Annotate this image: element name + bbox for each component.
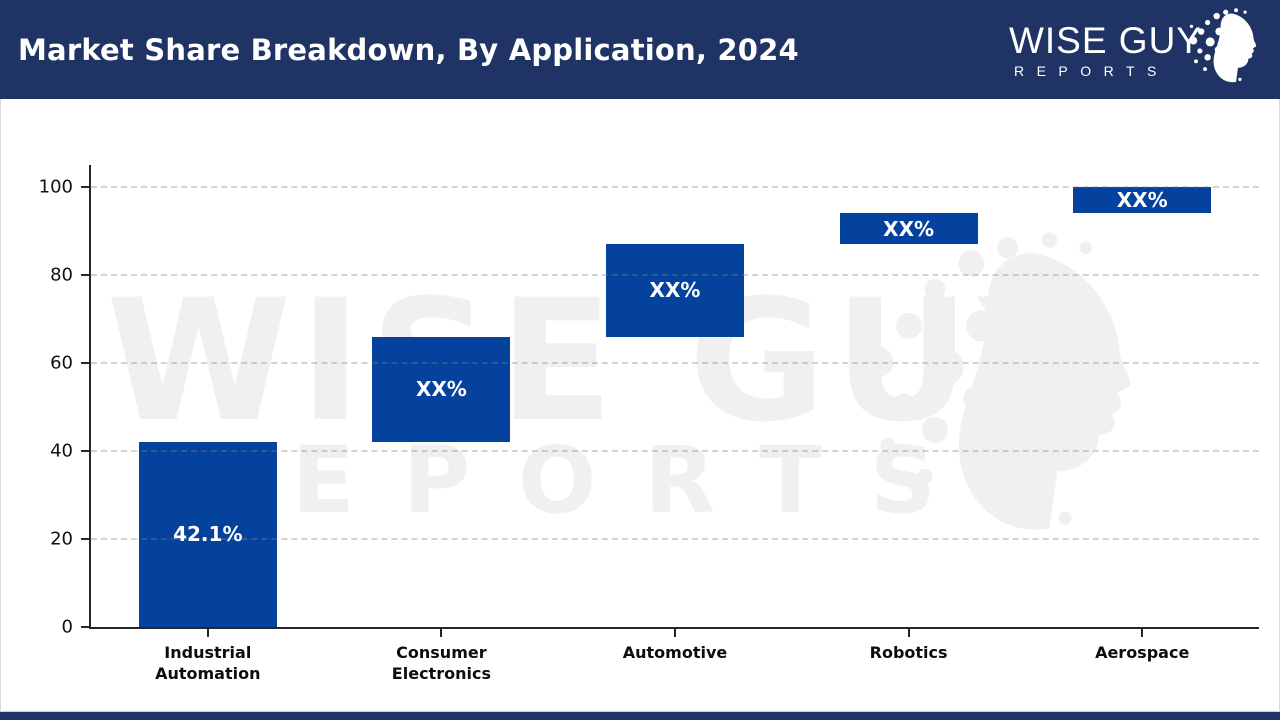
y-tick-mark	[81, 274, 89, 276]
bar	[138, 441, 277, 627]
plot-area: 0 20 40 60 80 100 42.1% Industrial Automation XX%…	[39, 165, 1259, 683]
watermark-subtitle-text: REPORTS	[173, 427, 985, 534]
y-tick-label: 0	[61, 616, 73, 638]
gridline	[91, 274, 1259, 276]
x-tick-mark	[206, 629, 209, 637]
y-tick-mark	[81, 450, 89, 452]
x-tick-mark	[1141, 629, 1144, 637]
dotted-head-icon	[1189, 8, 1257, 83]
y-tick-label: 100	[38, 176, 73, 198]
x-category-label: Aerospace	[1095, 643, 1190, 662]
x-category-label: Consumer Electronics	[391, 643, 491, 683]
chart-area: WISE GUY REPORTS 0 20 40 60 80 100 42.1% Indust…	[0, 99, 1280, 712]
y-tick-mark	[81, 538, 89, 540]
y-tick-label: 40	[50, 440, 73, 462]
x-category-label: Robotics	[869, 643, 948, 662]
bar-value-label: 42.1%	[173, 522, 243, 547]
y-tick-mark	[81, 362, 89, 364]
y-tick-mark	[81, 186, 89, 188]
bar	[839, 213, 978, 245]
brand-logo-text: WISE GUY REPORTS	[1009, 20, 1202, 79]
x-tick-mark	[440, 629, 443, 637]
y-tick-label: 80	[50, 264, 73, 286]
bar-value-label: XX%	[883, 216, 935, 241]
watermark-head-icon	[862, 232, 1131, 530]
bar	[372, 336, 511, 442]
bar-value-label: XX%	[649, 278, 701, 303]
gridline	[91, 450, 1259, 452]
x-tick-mark	[674, 629, 676, 637]
footer-bar	[0, 712, 1280, 720]
y-tick-mark	[81, 626, 89, 628]
brand-subtitle: REPORTS	[1013, 62, 1169, 79]
gridline	[91, 538, 1259, 540]
y-tick-label: 60	[50, 352, 73, 374]
x-category-label: Industrial Automation	[155, 643, 261, 683]
header-bar: Market Share Breakdown, By Application, …	[0, 0, 1280, 99]
brand-logo: WISE GUY REPORTS	[1009, 7, 1266, 91]
bar	[606, 244, 744, 337]
page-title: Market Share Breakdown, By Application, …	[18, 32, 799, 67]
y-tick-label: 20	[50, 528, 73, 550]
bar-value-label: XX%	[415, 377, 467, 402]
bar	[1073, 187, 1212, 214]
brand-name: WISE GUY	[1008, 19, 1202, 61]
x-tick-mark	[907, 629, 910, 637]
x-category-label: Automotive	[622, 643, 728, 662]
bar-value-label: XX%	[1116, 188, 1168, 213]
gridline	[91, 362, 1259, 364]
gridline	[91, 186, 1259, 188]
